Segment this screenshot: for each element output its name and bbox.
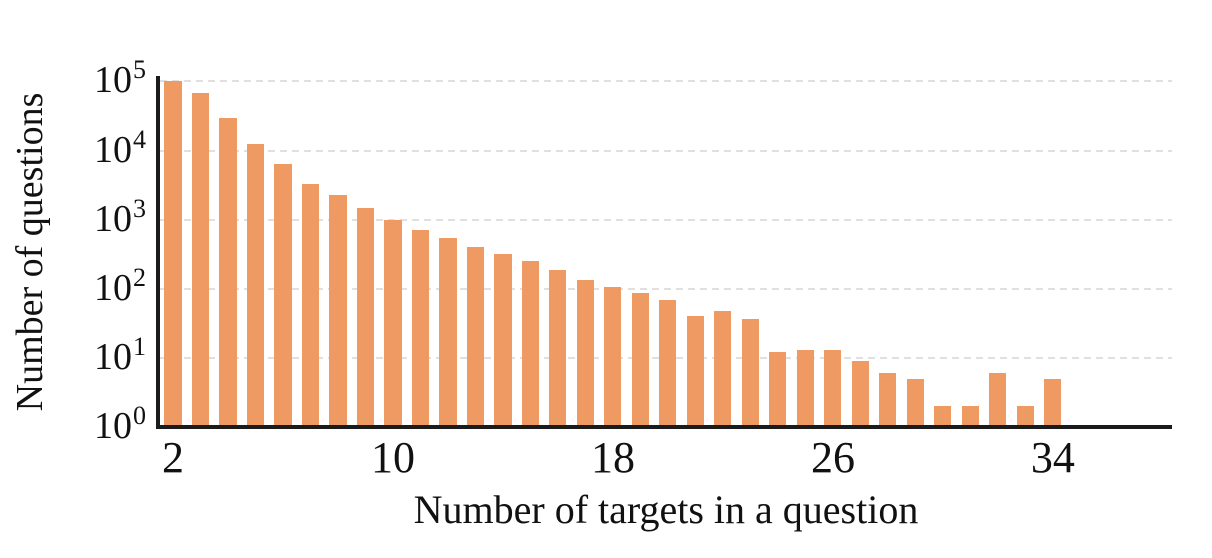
bar <box>356 207 374 427</box>
bar <box>1044 378 1062 427</box>
gridline <box>160 218 1172 221</box>
bar <box>1016 406 1034 427</box>
bar <box>439 237 457 427</box>
x-axis-line <box>156 425 1172 429</box>
y-tick-label: 104 <box>94 124 146 171</box>
bar <box>961 406 979 427</box>
x-axis-label: Number of targets in a question <box>413 487 919 532</box>
bar <box>604 287 622 427</box>
x-tick-label: 34 <box>1030 433 1075 482</box>
gridline <box>160 287 1172 290</box>
x-tick-label: 10 <box>370 433 415 482</box>
bar <box>934 406 952 427</box>
bar <box>494 253 512 427</box>
x-tick-label: 18 <box>590 433 635 482</box>
bar <box>796 350 814 427</box>
y-axis-line <box>156 76 160 429</box>
bar <box>576 279 594 427</box>
bar <box>191 93 210 427</box>
bar <box>329 195 347 427</box>
bar <box>769 352 787 427</box>
x-tick-labels: 2 10 18 26 34 <box>160 436 1172 486</box>
bar <box>741 319 759 427</box>
bar <box>989 373 1007 427</box>
y-tick-labels: 100 101 102 103 104 105 <box>0 55 150 447</box>
bar <box>521 261 539 427</box>
y-tick-label: 102 <box>94 262 146 309</box>
bar <box>906 378 924 427</box>
y-tick-label: 103 <box>94 193 146 240</box>
bar <box>466 247 484 427</box>
x-tick-label: 26 <box>810 433 855 482</box>
gridline <box>160 80 1172 83</box>
bar <box>879 373 897 427</box>
bar <box>549 269 567 427</box>
plot-area <box>156 76 1172 429</box>
bar <box>411 230 429 427</box>
y-tick-label: 100 <box>94 401 146 447</box>
y-tick-label: 101 <box>94 331 146 378</box>
bar <box>714 311 732 427</box>
bar <box>219 117 237 427</box>
gridline <box>160 149 1172 152</box>
bar <box>824 350 842 427</box>
bar <box>631 292 649 427</box>
y-tick-label: 105 <box>94 55 146 102</box>
bar <box>301 183 320 427</box>
bar <box>384 219 402 427</box>
bar <box>851 361 869 427</box>
x-tick-label: 2 <box>162 433 185 482</box>
bar <box>659 300 677 427</box>
bar <box>246 143 265 427</box>
bar <box>686 316 704 427</box>
bar <box>274 163 292 427</box>
bar <box>164 81 182 427</box>
